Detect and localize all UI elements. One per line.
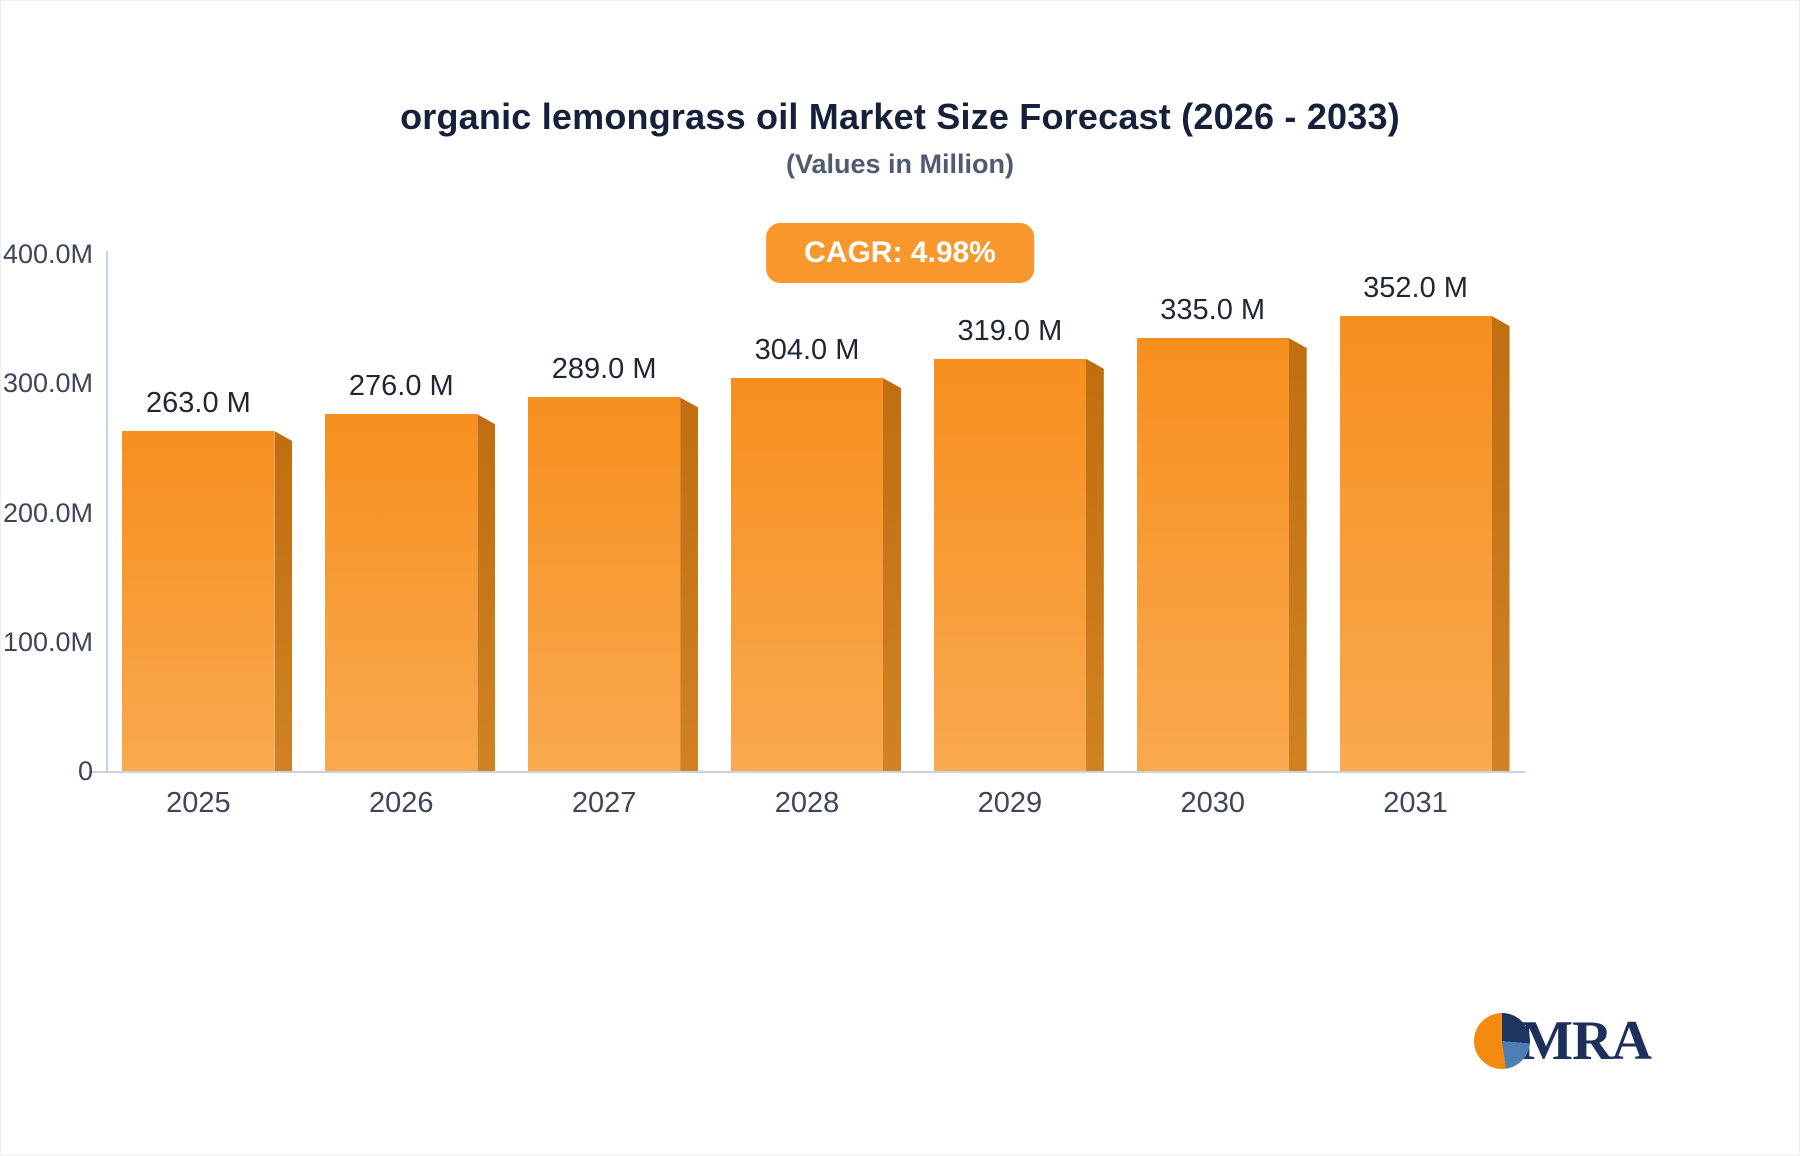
- bar-side-2031: [1491, 316, 1510, 771]
- x-axis-label-2027: 2027: [571, 787, 637, 819]
- bar-value-label: 263.0 M: [146, 387, 251, 420]
- x-axis-label-2026: 2026: [369, 787, 434, 819]
- x-axis-label-2029: 2029: [977, 787, 1043, 819]
- bar-2028[interactable]: [731, 378, 883, 771]
- x-axis-label-2028: 2028: [774, 787, 840, 819]
- page-subtitle: (Values in Million): [785, 149, 1015, 179]
- y-axis-line: [106, 251, 108, 773]
- bar-2026[interactable]: [325, 414, 478, 771]
- pie-logo-icon: [1474, 1013, 1531, 1069]
- cagr-badge: CAGR: 4.98%: [766, 223, 1034, 283]
- bar-side-2027: [680, 397, 699, 771]
- bar-side-2030: [1288, 338, 1307, 771]
- bar-value-label: 319.0 M: [957, 314, 1063, 347]
- page-title: organic lemongrass oil Market Size Forec…: [400, 96, 1400, 137]
- x-axis-line: [89, 771, 1525, 773]
- bar-value-label: 352.0 M: [1363, 272, 1468, 305]
- bar-value-label: 304.0 M: [754, 334, 860, 367]
- bar-side-2028: [883, 378, 901, 771]
- bar-side-2025: [274, 431, 293, 771]
- bar-2030[interactable]: [1136, 338, 1289, 771]
- y-axis-label: 300.0M: [2, 368, 93, 399]
- logo-text: MRA: [1520, 1010, 1652, 1072]
- y-axis-label: 100.0M: [2, 626, 93, 657]
- bar-value-label: 276.0 M: [348, 370, 454, 403]
- bar-2031[interactable]: [1339, 316, 1492, 771]
- bar-value-label: 335.0 M: [1160, 294, 1266, 326]
- bar-2025[interactable]: [122, 431, 275, 771]
- logo: MRA: [1474, 1010, 1652, 1072]
- x-axis-label-2030: 2030: [1180, 787, 1245, 819]
- y-axis-label: 200.0M: [2, 497, 93, 528]
- bar-2027[interactable]: [528, 397, 681, 771]
- bar-side-2026: [477, 414, 496, 771]
- x-axis-label-2031: 2031: [1383, 787, 1448, 819]
- y-axis-label: 400.0M: [2, 239, 93, 269]
- x-axis-label-2025: 2025: [166, 787, 231, 819]
- bar-side-2029: [1085, 358, 1104, 771]
- bar-2029[interactable]: [933, 358, 1086, 771]
- bar-value-label: 289.0 M: [551, 353, 657, 386]
- y-axis-label: 0: [77, 756, 93, 786]
